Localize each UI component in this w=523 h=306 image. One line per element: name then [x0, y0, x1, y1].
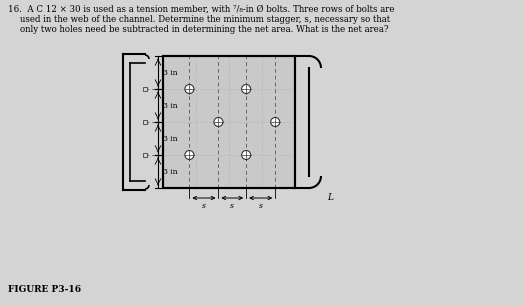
Bar — [163, 56, 295, 188]
Text: L: L — [327, 193, 333, 203]
Text: FIGURE P3-16: FIGURE P3-16 — [8, 285, 81, 294]
Text: s: s — [202, 202, 206, 210]
Bar — [143, 153, 147, 157]
Text: 3 in: 3 in — [163, 167, 178, 176]
Bar — [143, 120, 147, 124]
Bar — [163, 56, 295, 188]
Circle shape — [214, 118, 223, 126]
Circle shape — [242, 151, 251, 159]
Bar — [143, 87, 147, 91]
Text: 3 in: 3 in — [163, 135, 178, 143]
Text: s: s — [230, 202, 234, 210]
Circle shape — [242, 84, 251, 94]
Text: s: s — [259, 202, 263, 210]
Text: 3 in: 3 in — [163, 102, 178, 110]
Text: only two holes need be subtracted in determining the net area. What is the net a: only two holes need be subtracted in det… — [20, 25, 389, 34]
Text: used in the web of the channel. Determine the minimum stagger, s, necessary so t: used in the web of the channel. Determin… — [20, 15, 390, 24]
Circle shape — [185, 84, 194, 94]
Text: 16.  A C 12 × 30 is used as a tension member, with ⁷/₈-in Ø bolts. Three rows of: 16. A C 12 × 30 is used as a tension mem… — [8, 5, 394, 14]
Circle shape — [271, 118, 280, 126]
Text: 3 in: 3 in — [163, 69, 178, 76]
Circle shape — [185, 151, 194, 159]
